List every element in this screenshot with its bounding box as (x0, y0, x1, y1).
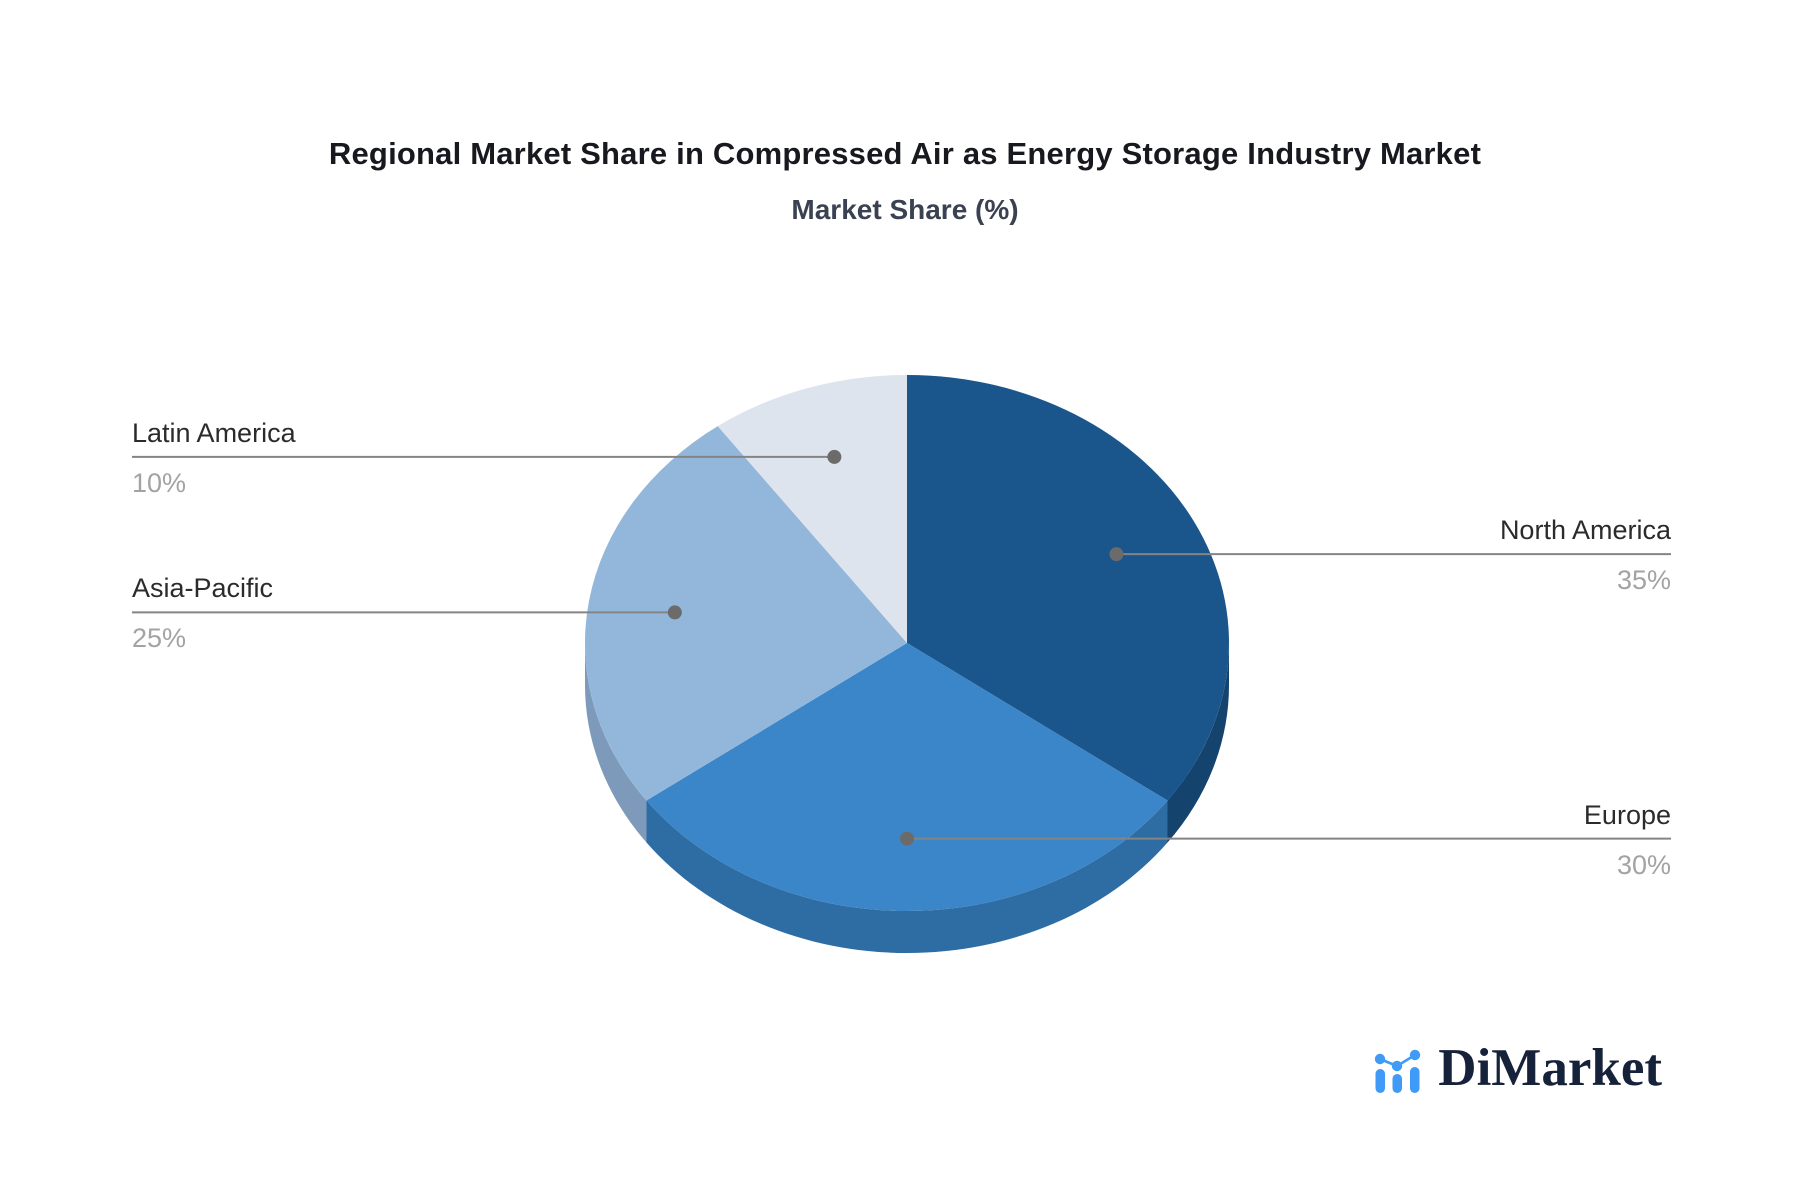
pie-slice (717, 375, 907, 643)
slice-name: Europe (1583, 799, 1671, 830)
bar-line-chart-icon (1375, 1049, 1421, 1093)
pie-slice-wall (1167, 643, 1229, 843)
dimarket-logo: DiMarket (1373, 1042, 1662, 1101)
slice-percent: 25% (132, 623, 187, 654)
pie-slice (585, 426, 907, 801)
pie-slice-wall (585, 643, 647, 843)
chart-subtitle: Market Share (%) (791, 194, 1019, 225)
leader-dot (900, 831, 914, 846)
slice-percent: 35% (1616, 565, 1671, 596)
slice-percent: 30% (1616, 849, 1671, 880)
slice-name: Asia-Pacific (132, 573, 274, 604)
leader-dot (1109, 547, 1124, 562)
leader-dot (827, 449, 842, 464)
chart-title: Regional Market Share in Compressed Air … (328, 136, 1482, 171)
pie-slice-wall (646, 800, 1168, 953)
slice-percent: 10% (132, 467, 187, 498)
pie-slice (907, 375, 1229, 801)
pie-slice (646, 643, 1168, 912)
logo-wordmark: DiMarket (1438, 1039, 1662, 1097)
slice-name: North America (1499, 515, 1671, 546)
leader-dot (667, 605, 682, 620)
slice-name: Latin America (132, 417, 296, 448)
